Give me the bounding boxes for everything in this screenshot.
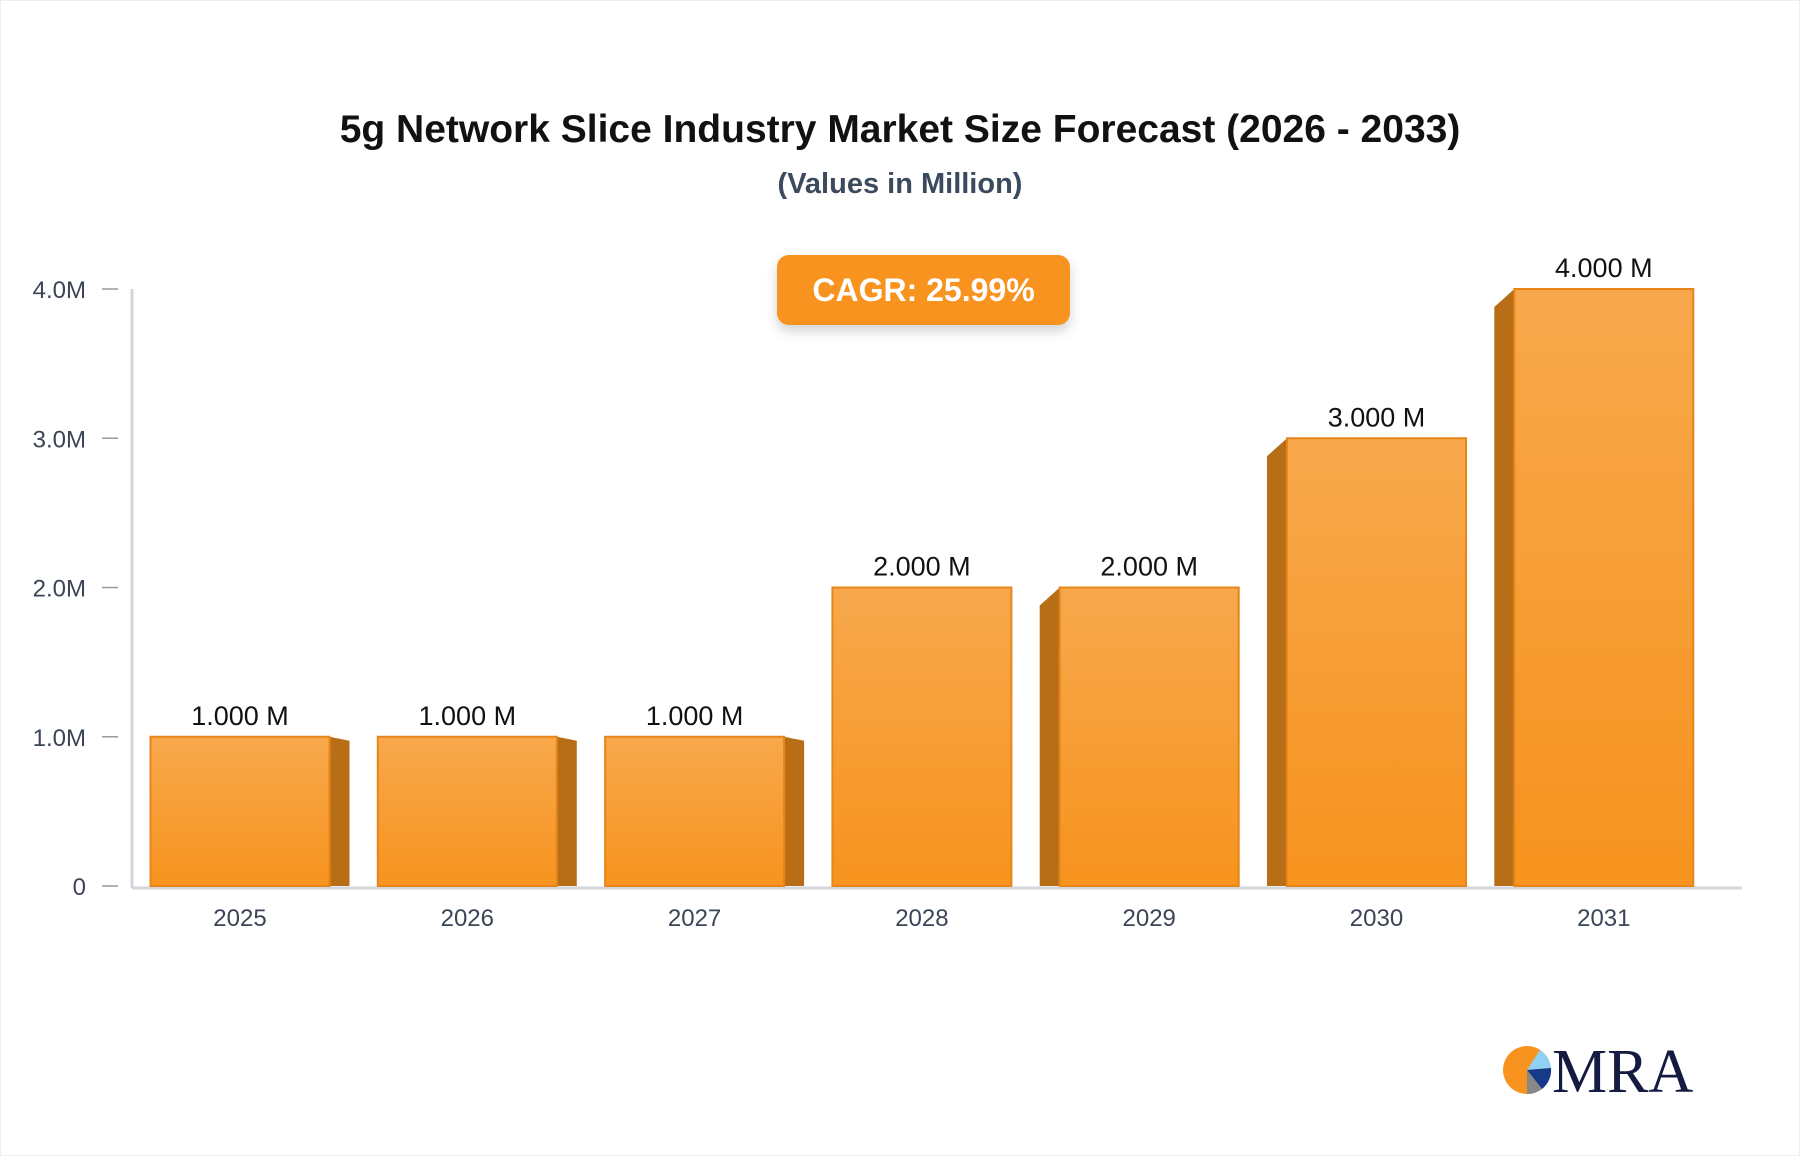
bar-group: 1.000 M 2026 <box>376 701 577 932</box>
mra-logo: MRA <box>1503 1040 1693 1100</box>
y-tick-label: 0 <box>73 874 86 901</box>
bar-group: 1.000 M 2027 <box>604 701 805 932</box>
bar-side <box>1267 438 1287 886</box>
cagr-badge: CAGR: 25.99% <box>777 255 1070 325</box>
bar-group: 2.000 M 2028 <box>831 552 1013 932</box>
bar-group: 4.000 M 2031 <box>1494 253 1695 932</box>
bar-side <box>556 736 577 886</box>
svg-text:MRA: MRA <box>1552 1040 1693 1100</box>
bar <box>1058 586 1240 887</box>
y-tick-label: 4.0M <box>33 277 86 304</box>
x-tick-label: 2025 <box>213 905 266 932</box>
bar-value-label: 3.000 M <box>1328 402 1426 432</box>
bar-group: 1.000 M 2025 <box>149 701 350 932</box>
chart-title: 5g Network Slice Industry Market Size Fo… <box>339 108 1461 151</box>
bar-side <box>1039 587 1060 886</box>
bar-value-label: 1.000 M <box>191 701 289 731</box>
x-tick-label: 2031 <box>1577 905 1630 932</box>
bar-value-label: 1.000 M <box>646 701 744 731</box>
bar-side <box>329 736 350 886</box>
x-tick-label: 2028 <box>895 905 948 932</box>
x-tick-label: 2029 <box>1123 905 1176 932</box>
bar <box>831 586 1013 887</box>
bar-value-label: 2.000 M <box>1100 552 1198 582</box>
bar-value-label: 2.000 M <box>873 552 971 582</box>
chart-subtitle: (Values in Million) <box>777 168 1023 200</box>
bar-value-label: 1.000 M <box>419 701 517 731</box>
y-tick-label: 1.0M <box>33 725 86 752</box>
x-tick-label: 2026 <box>441 905 494 932</box>
bar <box>149 735 331 887</box>
bar <box>1286 437 1467 887</box>
bar <box>1513 288 1695 887</box>
bar-side <box>1494 289 1515 886</box>
bar-value-label: 4.000 M <box>1555 253 1653 283</box>
bar <box>376 735 558 887</box>
bar-group: 2.000 M 2029 <box>1039 552 1240 932</box>
bar <box>604 735 786 887</box>
x-tick-label: 2030 <box>1350 905 1403 932</box>
x-tick-label: 2027 <box>668 905 721 932</box>
y-tick-label: 2.0M <box>33 576 86 603</box>
y-tick-label: 3.0M <box>33 426 86 453</box>
bar-group: 3.000 M 2030 <box>1267 402 1467 932</box>
bar-side <box>784 736 805 886</box>
